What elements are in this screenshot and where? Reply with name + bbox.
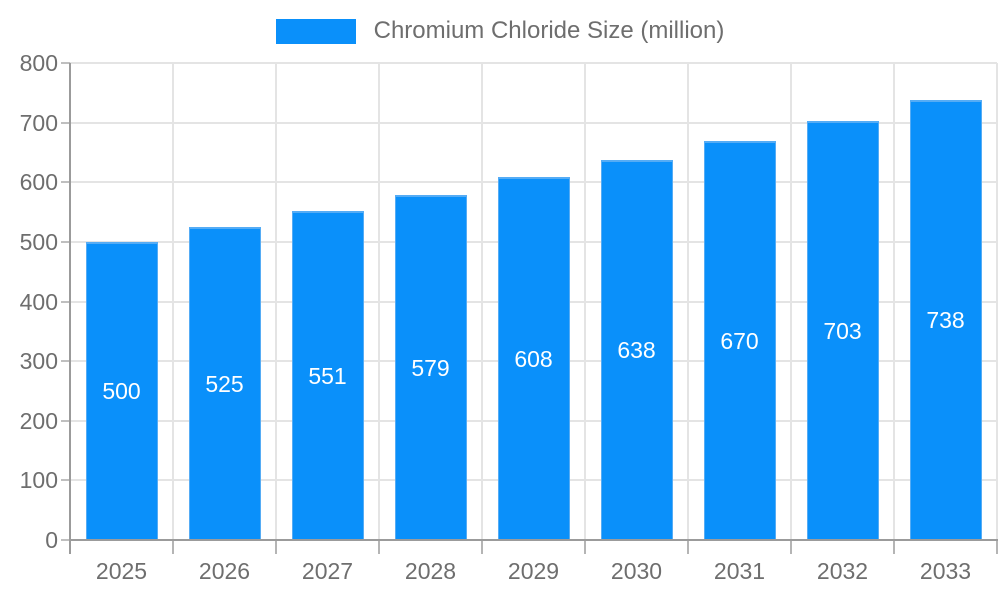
x-tick-mark bbox=[275, 540, 277, 554]
bar-value-label: 738 bbox=[926, 307, 965, 334]
x-tick-mark bbox=[172, 540, 174, 554]
bar-value-label: 703 bbox=[823, 317, 862, 344]
y-tick-label: 800 bbox=[19, 50, 58, 76]
y-gridline bbox=[70, 121, 997, 124]
y-tick-label: 600 bbox=[19, 169, 58, 196]
y-tick-mark bbox=[61, 360, 70, 363]
x-tick-label: 2032 bbox=[816, 558, 869, 584]
bar-value-label: 551 bbox=[308, 363, 347, 390]
x-tick-label: 2030 bbox=[610, 558, 663, 584]
y-tick-mark bbox=[61, 479, 70, 482]
x-gridline bbox=[378, 63, 380, 540]
x-tick-label: 2031 bbox=[713, 558, 766, 584]
x-tick-label: 2033 bbox=[919, 558, 972, 584]
bar[interactable]: 703 bbox=[806, 120, 879, 540]
y-tick-mark bbox=[61, 419, 70, 422]
x-tick-label: 2026 bbox=[198, 558, 251, 584]
x-gridline bbox=[481, 63, 483, 540]
x-axis-line bbox=[69, 539, 998, 541]
x-tick-label: 2027 bbox=[301, 558, 354, 584]
y-tick-mark bbox=[61, 240, 70, 243]
x-tick-label: 2029 bbox=[507, 558, 560, 584]
y-tick-label: 0 bbox=[45, 527, 58, 553]
legend-swatch[interactable] bbox=[275, 18, 356, 44]
bar[interactable]: 738 bbox=[909, 99, 982, 540]
y-tick-mark bbox=[61, 539, 70, 541]
x-tick-mark bbox=[893, 540, 895, 554]
bar[interactable]: 670 bbox=[703, 140, 776, 540]
x-tick-mark bbox=[790, 540, 792, 554]
x-tick-label: 2028 bbox=[404, 558, 457, 584]
x-gridline bbox=[790, 63, 792, 540]
x-tick-mark bbox=[378, 540, 380, 554]
y-tick-label: 400 bbox=[19, 288, 58, 315]
x-gridline bbox=[584, 63, 586, 540]
bar[interactable]: 638 bbox=[600, 159, 673, 540]
y-tick-mark bbox=[61, 300, 70, 303]
bar-value-label: 500 bbox=[102, 378, 141, 405]
x-gridline bbox=[275, 63, 277, 540]
y-tick-label: 300 bbox=[19, 348, 58, 375]
plot-area: 500 525 551 579 608 638 670 703 738 bbox=[70, 62, 998, 540]
x-tick-label: 2025 bbox=[95, 558, 148, 584]
bar-value-label: 670 bbox=[720, 327, 759, 354]
bar[interactable]: 579 bbox=[394, 194, 467, 540]
y-tick-label: 500 bbox=[19, 228, 58, 255]
y-tick-label: 700 bbox=[19, 109, 58, 136]
bar-value-label: 608 bbox=[514, 346, 553, 373]
x-gridline bbox=[172, 63, 174, 540]
x-tick-mark bbox=[996, 540, 998, 554]
x-gridline bbox=[996, 63, 998, 540]
x-gridline bbox=[893, 63, 895, 540]
y-tick-mark bbox=[61, 62, 70, 64]
x-tick-mark bbox=[584, 540, 586, 554]
y-gridline bbox=[70, 62, 997, 65]
y-tick-mark bbox=[61, 181, 70, 184]
bar-value-label: 638 bbox=[617, 337, 656, 364]
bar-value-label: 525 bbox=[205, 370, 244, 397]
bar[interactable]: 551 bbox=[291, 211, 364, 540]
legend-label: Chromium Chloride Size (million) bbox=[373, 17, 725, 44]
bar[interactable]: 500 bbox=[85, 241, 158, 540]
y-tick-label: 200 bbox=[19, 407, 58, 434]
bar[interactable]: 525 bbox=[188, 226, 261, 540]
legend[interactable]: Chromium Chloride Size (million) bbox=[0, 17, 1000, 45]
x-tick-mark bbox=[687, 540, 689, 554]
y-tick-mark bbox=[61, 121, 70, 124]
y-tick-label: 100 bbox=[19, 467, 58, 494]
y-axis-line bbox=[69, 63, 71, 554]
bar-value-label: 579 bbox=[411, 354, 450, 381]
bar[interactable]: 608 bbox=[497, 177, 570, 540]
x-gridline bbox=[687, 63, 689, 540]
x-tick-mark bbox=[481, 540, 483, 554]
